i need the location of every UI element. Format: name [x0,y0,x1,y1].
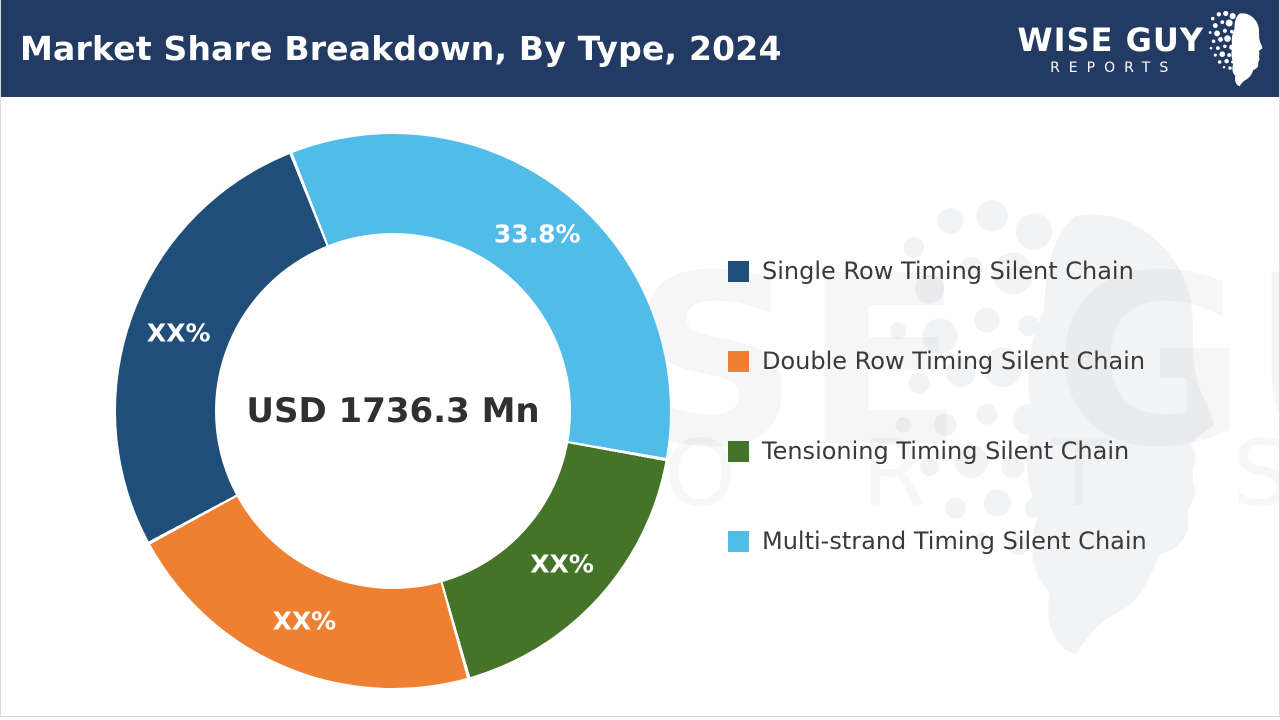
donut-chart: USD 1736.3 Mn 33.8% XX% XX% XX% [116,134,670,688]
legend-item-single-row: Single Row Timing Silent Chain [728,256,1134,286]
legend-item-tensioning: Tensioning Timing Silent Chain [728,436,1129,466]
center-value: USD 1736.3 Mn [246,391,540,431]
legend-swatch-single-row [728,260,749,282]
donut-hole: USD 1736.3 Mn [215,233,571,589]
slice-label: XX% [146,318,211,348]
chart-area: USD 1736.3 Mn 33.8% XX% XX% XX% Single Row … [0,97,1280,717]
legend-swatch-multi-strand [728,530,749,552]
legend-label-single-row: Single Row Timing Silent Chain [762,257,1134,285]
legend-item-double-row: Double Row Timing Silent Chain [728,346,1145,376]
legend-label-tensioning: Tensioning Timing Silent Chain [762,437,1130,465]
legend-label-double-row: Double Row Timing Silent Chain [762,347,1146,375]
legend-swatch-tensioning [728,440,749,462]
legend-item-multi-strand: Multi-strand Timing Silent Chain [728,526,1147,556]
brand-logo: WISE GUY REPORTS [1017,6,1266,92]
header: Market Share Breakdown, By Type, 2024 WI… [0,0,1280,97]
slice-label: XX% [272,606,337,636]
brand-text: WISE GUY REPORTS [1017,24,1204,75]
legend-swatch-double-row [728,350,749,372]
face-logo-icon [1208,10,1263,87]
slice-label: 33.8% [493,219,581,249]
legend: Single Row Timing Silent Chain Double Ro… [728,97,1268,717]
slice-label: XX% [530,549,594,579]
brand-subtitle: REPORTS [1050,59,1178,76]
page-title: Market Share Breakdown, By Type, 2024 [20,29,782,68]
legend-label-multi-strand: Multi-strand Timing Silent Chain [762,527,1147,555]
brand-name: WISE GUY [1017,20,1204,59]
